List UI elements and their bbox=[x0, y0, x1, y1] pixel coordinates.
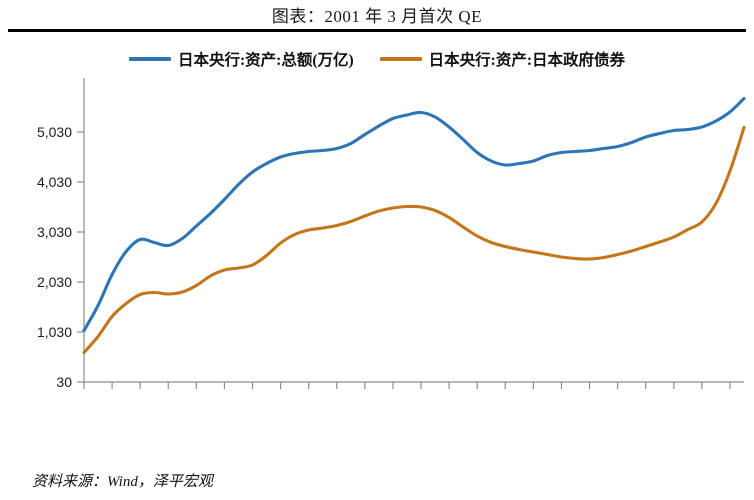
y-tick-label: 5,030 bbox=[37, 124, 72, 140]
line-chart: 30 1,030 2,030 3,030 4,030 5,030 1997-121998-… bbox=[37, 78, 746, 390]
x-axis: 1997-121998-081999-041999-122000-082001-… bbox=[83, 381, 744, 389]
y-tick-label: 1,030 bbox=[37, 324, 72, 340]
chart-legend: 日本央行:资产:总额(万亿) 日本央行:资产:日本政府债券 bbox=[0, 48, 754, 70]
legend-swatch-jgb-line bbox=[379, 57, 422, 61]
series-line-total bbox=[82, 96, 746, 333]
legend-item-jgb[interactable]: 日本央行:资产:日本政府债券 bbox=[379, 48, 625, 70]
series-line-jgb bbox=[82, 125, 746, 355]
legend-item-total[interactable]: 日本央行:资产:总额(万亿) bbox=[129, 48, 354, 70]
legend-label-total: 日本央行:资产:总额(万亿) bbox=[178, 52, 354, 69]
legend-swatch-total-line bbox=[129, 57, 171, 61]
source-note: 资料来源：Wind，泽平宏观 bbox=[32, 474, 213, 490]
header-divider bbox=[8, 29, 746, 32]
y-axis: 30 1,030 2,030 3,030 4,030 5,030 bbox=[37, 78, 85, 390]
chart-series bbox=[82, 96, 746, 355]
y-tick-label: 30 bbox=[56, 374, 72, 390]
page-title: 图表：2001 年 3 月首次 QE bbox=[271, 7, 483, 26]
legend-label-jgb: 日本央行:资产:日本政府债券 bbox=[428, 52, 625, 69]
y-tick-label: 2,030 bbox=[37, 274, 72, 290]
y-tick-label: 3,030 bbox=[37, 224, 72, 240]
y-tick-label: 4,030 bbox=[37, 174, 72, 190]
chart-plot-area: 30 1,030 2,030 3,030 4,030 5,030 1997-121998-… bbox=[0, 72, 754, 452]
